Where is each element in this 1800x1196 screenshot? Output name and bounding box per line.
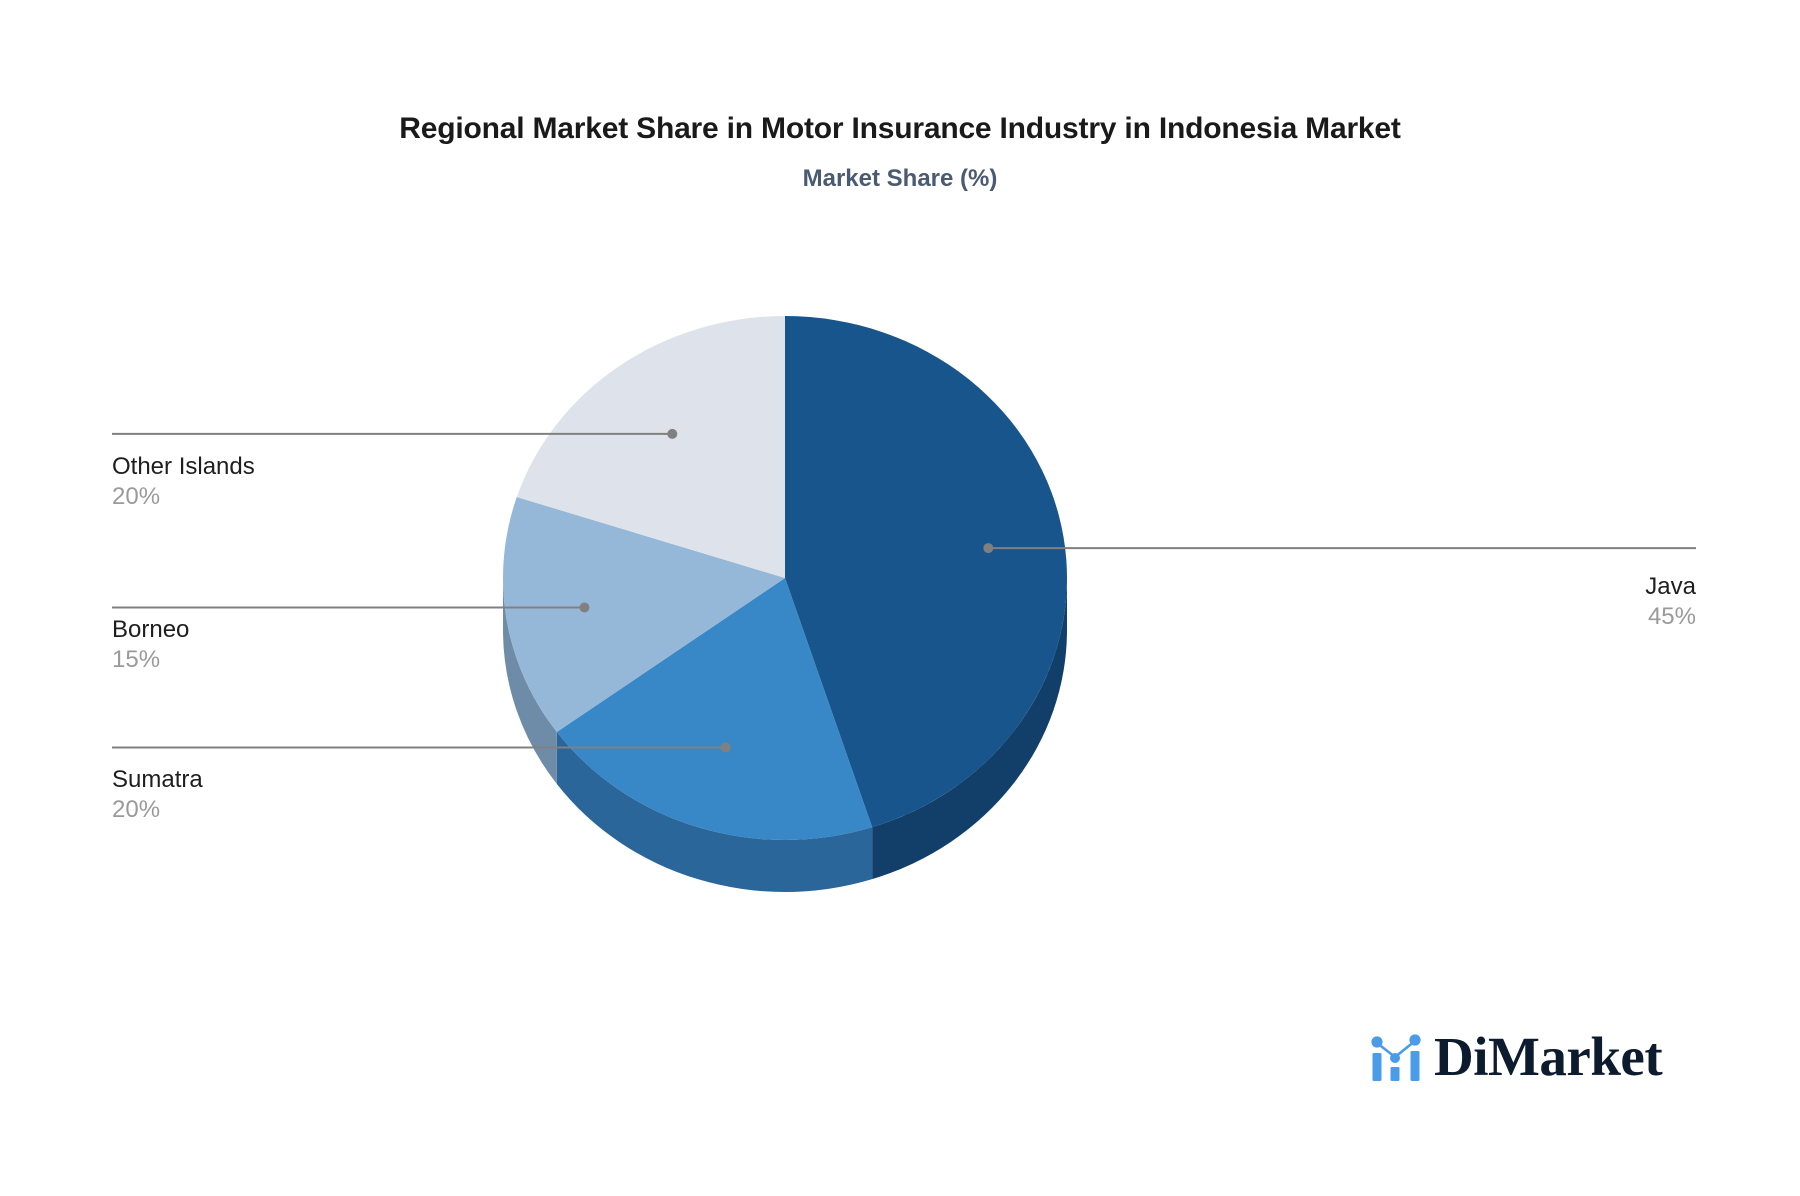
logo-wordmark: DiMarket — [1434, 1026, 1663, 1087]
pie-slice-other-islands[interactable] — [516, 316, 785, 578]
pie-slice-java[interactable] — [785, 316, 1067, 828]
leader-dot-other-islands — [667, 428, 678, 439]
callout-value: 15% — [112, 646, 161, 673]
pie-slice-borneo[interactable] — [502, 497, 785, 732]
callout-label: Borneo — [112, 616, 190, 643]
bar-chart-icon — [1371, 1034, 1421, 1081]
pie-slice-sumatra[interactable] — [556, 578, 873, 841]
pie-depth-walls — [503, 578, 1067, 893]
callout-sumatra: Sumatra 20% — [112, 765, 532, 825]
callout-label: Java — [1645, 573, 1696, 600]
leader-dot-java — [983, 543, 994, 554]
callout-other-islands: Other Islands 20% — [112, 452, 532, 512]
callout-label: Other Islands — [112, 453, 255, 480]
callout-java: Java 45% — [1240, 572, 1696, 632]
chart-title: Regional Market Share in Motor Insurance… — [399, 112, 1401, 145]
callout-value: 45% — [1647, 603, 1696, 630]
dimarket-logo: DiMarket — [1370, 1026, 1663, 1087]
pie-slice-wall-sumatra — [556, 731, 873, 893]
callout-value: 20% — [112, 483, 161, 510]
callout-borneo: Borneo 15% — [112, 615, 532, 675]
callout-label: Sumatra — [112, 766, 203, 793]
pie-slice-wall-java — [872, 578, 1067, 880]
leader-dot-sumatra — [720, 742, 731, 753]
leader-dot-borneo — [579, 602, 590, 613]
chart-subtitle: Market Share (%) — [802, 165, 998, 192]
callout-value: 20% — [112, 796, 161, 823]
pie-slice-wall-borneo — [503, 578, 557, 784]
pie-slices — [502, 316, 1067, 841]
